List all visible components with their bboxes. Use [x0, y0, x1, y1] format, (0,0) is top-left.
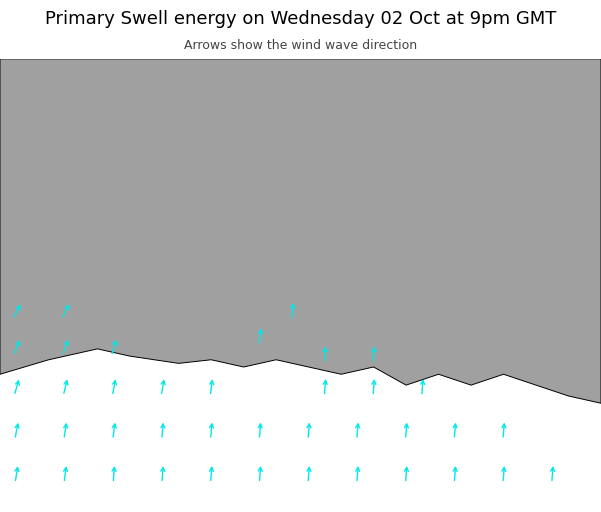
Text: Arrows show the wind wave direction: Arrows show the wind wave direction: [184, 39, 417, 52]
Polygon shape: [0, 59, 601, 403]
Text: Primary Swell energy on Wednesday 02 Oct at 9pm GMT: Primary Swell energy on Wednesday 02 Oct…: [45, 10, 556, 28]
